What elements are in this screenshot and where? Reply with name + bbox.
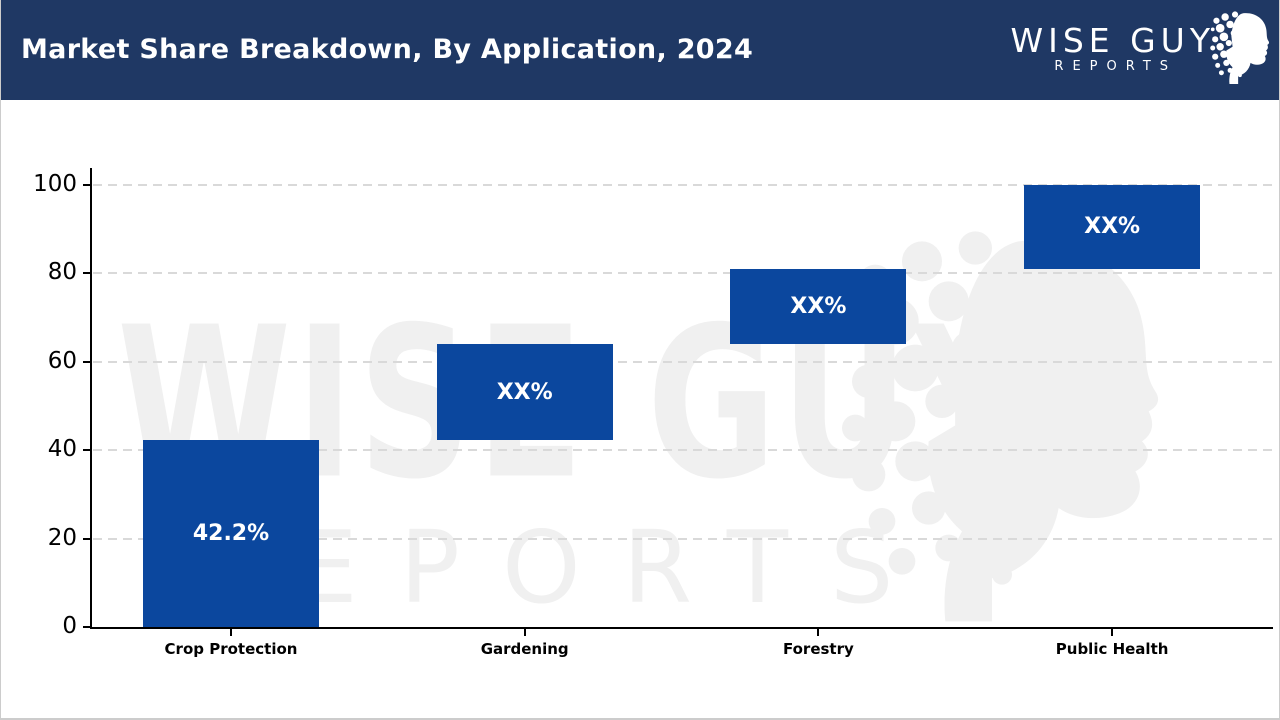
y-axis-tick-40 bbox=[83, 449, 91, 452]
y-tick-label-80: 80 bbox=[47, 259, 77, 286]
page-title: Market Share Breakdown, By Application, … bbox=[21, 34, 754, 65]
x-axis-tick-0 bbox=[230, 629, 232, 636]
y-axis-tick-80 bbox=[83, 272, 91, 275]
header-bar: Market Share Breakdown, By Application, … bbox=[1, 0, 1279, 100]
bar-gardening: XX% bbox=[436, 344, 613, 441]
gridline-60 bbox=[93, 360, 1273, 363]
gridline-40 bbox=[93, 449, 1273, 452]
bar-crop-protection: 42.2% bbox=[143, 440, 319, 627]
x-tick-label-2: Forestry bbox=[782, 640, 854, 658]
brand-reports-text: REPORTS bbox=[1054, 59, 1178, 75]
brand-logo-text: WISE GUY REPORTS bbox=[1010, 20, 1215, 75]
bar-value-label: XX% bbox=[1084, 214, 1141, 240]
gridline-20 bbox=[93, 537, 1273, 540]
x-axis-line bbox=[90, 627, 1273, 629]
x-axis-tick-2 bbox=[817, 629, 820, 636]
bar-value-label: XX% bbox=[496, 379, 553, 405]
y-axis-tick-100 bbox=[83, 184, 91, 186]
y-axis-tick-0 bbox=[83, 626, 91, 628]
y-axis-tick-20 bbox=[83, 537, 91, 540]
y-tick-label-100: 100 bbox=[33, 171, 77, 197]
bar-value-label: 42.2% bbox=[192, 521, 270, 547]
bar-value-label: XX% bbox=[790, 294, 847, 320]
y-tick-label-0: 0 bbox=[62, 613, 77, 639]
brand-wordmark: WISE GUY bbox=[1010, 20, 1215, 60]
bar-public-health: XX% bbox=[1024, 185, 1201, 269]
y-axis-line bbox=[90, 168, 92, 629]
gridline-100 bbox=[93, 184, 1273, 186]
brand-logo: WISE GUY REPORTS bbox=[1010, 8, 1271, 88]
y-tick-label-40: 40 bbox=[47, 436, 77, 463]
x-tick-label-1: Gardening bbox=[480, 640, 569, 658]
x-tick-label-0: Crop Protection bbox=[164, 640, 298, 658]
x-tick-label-3: Public Health bbox=[1055, 640, 1169, 658]
bar-forestry: XX% bbox=[730, 268, 907, 345]
x-axis-tick-3 bbox=[1111, 629, 1114, 636]
y-axis-tick-60 bbox=[83, 360, 91, 363]
gridline-80 bbox=[93, 272, 1273, 275]
y-tick-label-20: 20 bbox=[47, 524, 77, 551]
x-axis-tick-1 bbox=[523, 629, 526, 636]
y-tick-label-60: 60 bbox=[47, 347, 77, 374]
